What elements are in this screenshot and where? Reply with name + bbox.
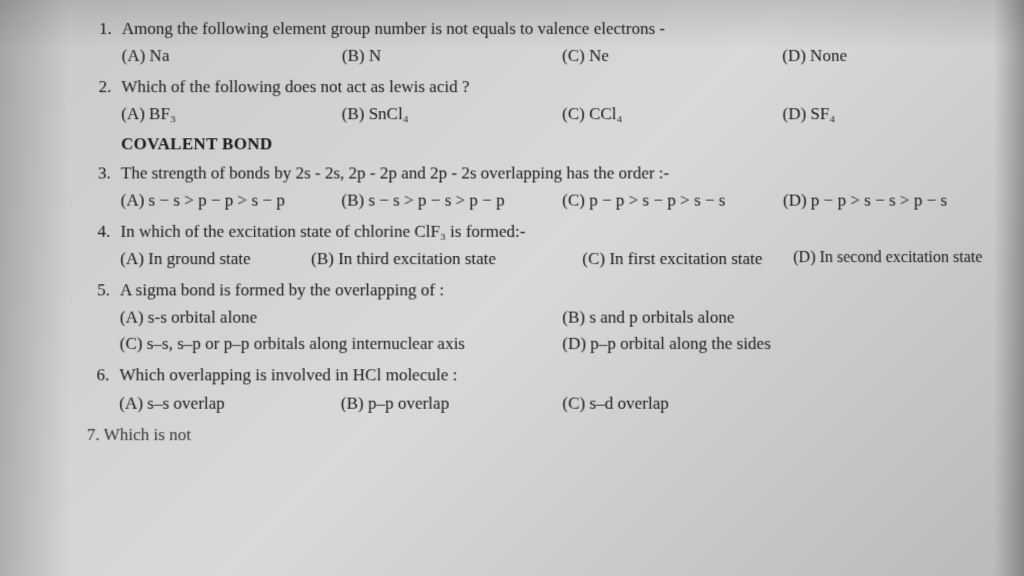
question-1: 1. Among the following element group num… (80, 18, 985, 66)
q4-opt-b: (B) In third excitation state (311, 249, 582, 269)
q3-opt-c: (C) p − p > s − p > s − s (562, 191, 783, 211)
q5-opt-d: (D) p–p orbital along the sides (562, 334, 987, 354)
q3-opt-d: (D) p − p > s − s > p − s (783, 191, 986, 211)
q5-opt-c: (C) s–s, s–p or p–p orbitals along inter… (120, 334, 563, 354)
section-header: COVALENT BOND (79, 134, 985, 154)
question-5: 5. A sigma bond is formed by the overlap… (77, 280, 987, 355)
q4-opt-d: (D) In second excitation state (793, 249, 986, 269)
question-7-cutoff: 7. Which is not (77, 424, 988, 446)
q5-text: A sigma bond is formed by the overlappin… (120, 280, 444, 302)
q2-opt-c: (C) CCl₄ (562, 104, 782, 124)
q2-text: Which of the following does not act as l… (121, 76, 469, 98)
q1-text: Among the following element group number… (122, 18, 665, 40)
q5-options-row2: (C) s–s, s–p or p–p orbitals along inter… (77, 334, 987, 354)
worksheet-page: 1. Among the following element group num… (0, 0, 1024, 462)
q2-options: (A) BF₃ (B) SnCl₄ (C) CCl₄ (D) SF₄ (79, 104, 985, 124)
q4-opt-a: (A) In ground state (120, 249, 311, 269)
q1-opt-c: (C) Ne (562, 46, 782, 66)
q4-number: 4. (78, 222, 120, 242)
q5-opt-b: (B) s and p orbitals alone (562, 308, 986, 328)
q6-opt-c: (C) s–d overlap (562, 393, 784, 413)
q3-opt-b: (B) s − s > p − s > p − p (341, 191, 562, 211)
question-2: 2. Which of the following does not act a… (79, 76, 985, 124)
q3-text: The strength of bonds by 2s - 2s, 2p - 2… (121, 163, 669, 185)
q1-opt-b: (B) N (342, 46, 562, 66)
q2-number: 2. (79, 77, 121, 97)
question-4: 4. In which of the excitation state of c… (78, 221, 986, 269)
q7-text: 7. Which is not (77, 424, 192, 446)
q2-opt-b: (B) SnCl₄ (342, 104, 562, 124)
q4-opt-c: (C) In first excitation state (582, 249, 793, 269)
q1-opt-a: (A) Na (122, 46, 342, 66)
q1-options: (A) Na (B) N (C) Ne (D) None (80, 46, 985, 66)
q4-options: (A) In ground state (B) In third excitat… (78, 249, 986, 269)
q3-opt-a: (A) s − s > p − p > s − p (121, 191, 342, 211)
q5-options-row1: (A) s-s orbital alone (B) s and p orbita… (78, 308, 987, 328)
q5-opt-a: (A) s-s orbital alone (120, 308, 563, 328)
q3-number: 3. (79, 164, 121, 184)
q2-opt-a: (A) BF₃ (121, 104, 342, 124)
question-6: 6. Which overlapping is involved in HCl … (77, 365, 988, 414)
q6-options: (A) s–s overlap (B) p–p overlap (C) s–d … (77, 393, 988, 413)
q1-number: 1. (80, 19, 122, 39)
q6-opt-b: (B) p–p overlap (341, 393, 563, 413)
q3-options: (A) s − s > p − p > s − p (B) s − s > p … (78, 191, 985, 211)
q6-number: 6. (77, 366, 119, 386)
q5-number: 5. (78, 281, 120, 301)
q2-opt-d: (D) SF₄ (782, 104, 985, 124)
question-3: 3. The strength of bonds by 2s - 2s, 2p … (78, 163, 985, 211)
q1-opt-d: (D) None (782, 46, 984, 66)
q6-text: Which overlapping is involved in HCl mol… (119, 365, 457, 387)
q4-text: In which of the excitation state of chlo… (120, 221, 525, 243)
q6-opt-a: (A) s–s overlap (119, 393, 341, 413)
